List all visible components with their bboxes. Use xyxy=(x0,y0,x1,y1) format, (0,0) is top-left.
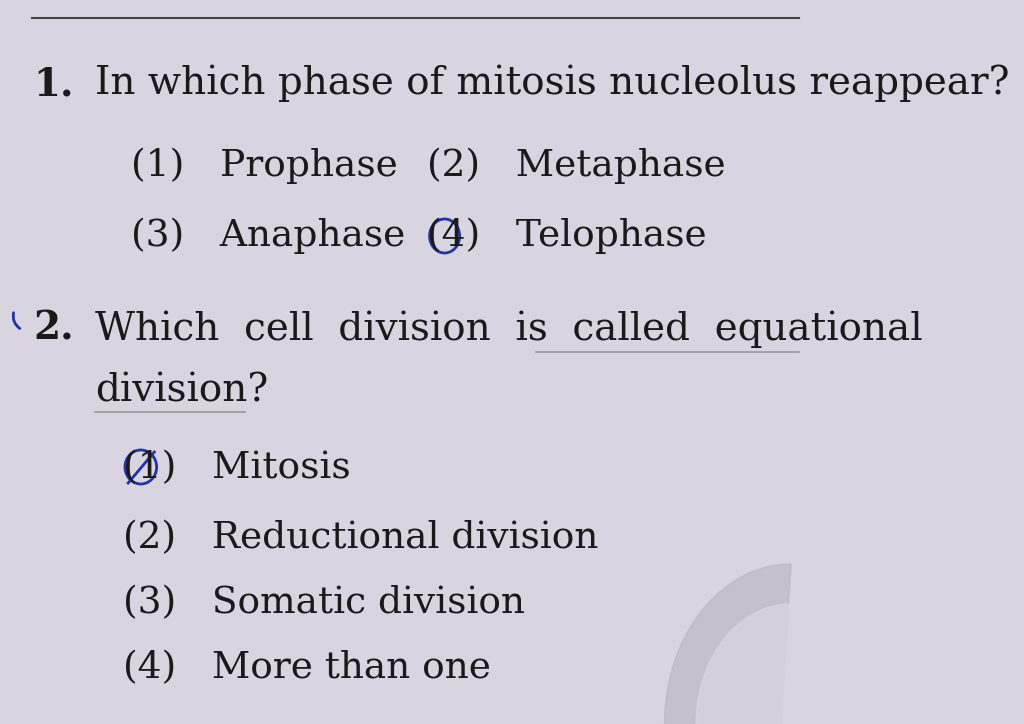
Text: (4)   Telophase: (4) Telophase xyxy=(427,218,707,255)
Text: 2.: 2. xyxy=(33,310,74,348)
Text: (3)   Somatic division: (3) Somatic division xyxy=(123,585,524,621)
Polygon shape xyxy=(665,564,792,724)
Text: (2)   Reductional division: (2) Reductional division xyxy=(123,520,598,556)
Text: (1)   Prophase: (1) Prophase xyxy=(130,148,397,185)
Text: (1)   Mitosis: (1) Mitosis xyxy=(123,450,350,486)
Text: (2)   Metaphase: (2) Metaphase xyxy=(427,148,726,185)
Text: 1.: 1. xyxy=(33,65,74,103)
Text: division?: division? xyxy=(95,372,268,409)
Text: In which phase of mitosis nucleolus reappear?: In which phase of mitosis nucleolus reap… xyxy=(95,65,1010,103)
Text: (3)   Anaphase: (3) Anaphase xyxy=(130,218,404,255)
Text: (4)   More than one: (4) More than one xyxy=(123,650,490,686)
Text: Which  cell  division  is  called  equational: Which cell division is called equational xyxy=(95,310,923,348)
Polygon shape xyxy=(696,604,792,724)
